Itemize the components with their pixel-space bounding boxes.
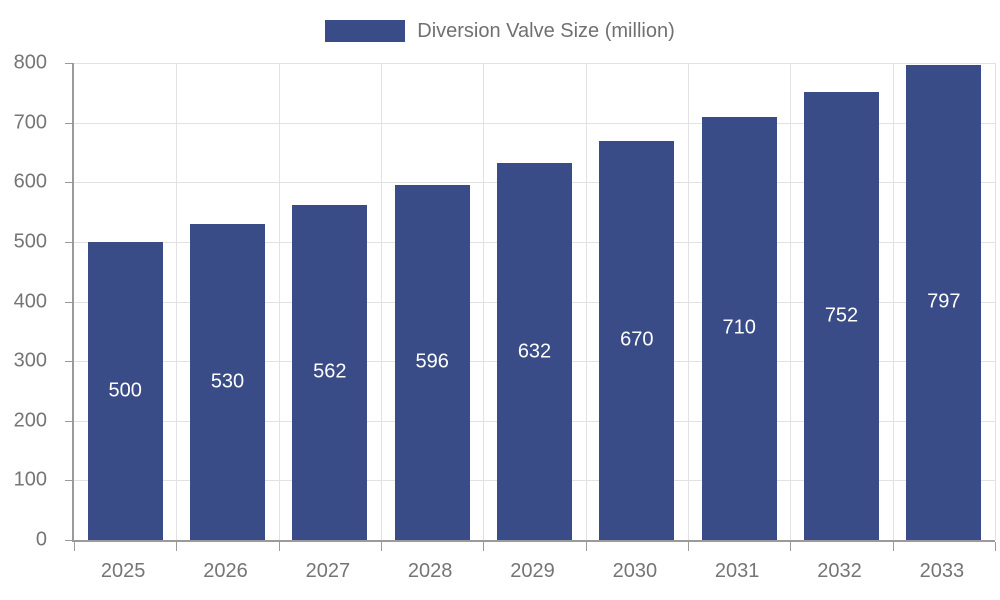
y-axis-tick-label: 400 — [13, 290, 47, 312]
vertical-gridline — [688, 63, 689, 540]
bar-2026 — [190, 224, 265, 540]
legend: Diversion Valve Size (million) — [0, 17, 1000, 45]
bar-2025 — [87, 241, 163, 540]
x-axis-tick — [483, 542, 485, 551]
y-axis-tick-label: 500 — [13, 230, 47, 253]
x-axis-tick-label: 2028 — [407, 560, 453, 582]
vertical-gridline — [176, 63, 178, 540]
y-axis-tick-label: 100 — [13, 468, 47, 491]
y-axis-tick-label: 700 — [13, 111, 47, 134]
x-axis-tick — [892, 542, 894, 551]
legend-swatch-icon — [325, 20, 406, 42]
x-axis-tick — [790, 542, 792, 551]
bar-2031 — [701, 116, 777, 540]
bar-2030 — [599, 140, 675, 540]
horizontal-gridline — [74, 63, 995, 64]
y-axis-tick — [65, 182, 72, 184]
x-axis-tick-label: 2031 — [714, 560, 760, 582]
y-axis-tick — [65, 480, 72, 482]
x-axis-tick-label: 2033 — [919, 560, 965, 582]
x-axis-tick — [995, 542, 996, 551]
bar-value-label: 596 — [415, 350, 449, 373]
x-axis-tick — [176, 542, 178, 551]
x-axis-tick-label: 2032 — [817, 560, 862, 582]
x-axis-tick-labels: 2025 2026 2027 2028 2029 2030 2031 2032 2033 — [72, 560, 993, 590]
vertical-gridline — [381, 63, 382, 540]
plot-area: 500 530 562 596 632 670 710 752 797 — [65, 63, 996, 551]
bar-value-label: 752 — [824, 304, 859, 327]
vertical-gridline — [790, 63, 792, 540]
x-axis-tick-label: 2029 — [510, 560, 555, 582]
bar-value-label: 797 — [927, 290, 961, 313]
bar-2033 — [906, 64, 982, 540]
bar-value-label: 632 — [517, 340, 552, 363]
y-axis-tick — [65, 361, 72, 363]
x-axis-tick — [688, 542, 689, 551]
x-axis-tick-label: 2026 — [203, 560, 248, 582]
bar-2032 — [804, 91, 879, 540]
vertical-gridline — [483, 63, 485, 540]
vertical-gridline — [585, 63, 587, 540]
y-axis-tick-label: 0 — [35, 528, 47, 551]
y-axis-tick-labels: 0 100 200 300 400 500 600 700 800 — [0, 52, 63, 551]
y-axis-tick — [65, 301, 72, 303]
vertical-gridline — [278, 63, 280, 540]
bar-value-label: 670 — [620, 328, 654, 351]
x-axis-tick — [278, 542, 280, 551]
bar-2027 — [292, 204, 368, 540]
bar-value-label: 500 — [108, 379, 142, 402]
x-axis-tick — [585, 542, 587, 551]
x-axis-tick — [74, 542, 75, 551]
bar-value-label: 562 — [313, 360, 347, 383]
x-axis-tick-label: 2030 — [612, 560, 658, 582]
y-axis-tick-label: 800 — [13, 51, 47, 74]
y-axis-tick-label: 600 — [13, 170, 47, 193]
vertical-gridline — [995, 63, 996, 540]
x-axis-tick-label: 2027 — [305, 560, 351, 582]
y-axis-tick — [65, 420, 72, 422]
y-axis-tick — [65, 122, 72, 124]
y-axis-tick — [65, 540, 72, 541]
y-axis-tick — [65, 241, 72, 243]
x-axis-tick-label: 2025 — [100, 560, 146, 582]
horizontal-gridline — [74, 122, 995, 124]
vertical-gridline — [892, 63, 894, 540]
bar-value-label: 530 — [210, 370, 245, 393]
x-axis-tick — [381, 542, 382, 551]
y-axis-tick-label: 300 — [13, 349, 47, 372]
bar-value-label: 710 — [722, 316, 756, 339]
legend-label: Diversion Valve Size (million) — [417, 19, 675, 42]
bar-2028 — [394, 184, 470, 540]
y-axis-tick — [65, 63, 72, 64]
y-axis-tick-label: 200 — [13, 409, 47, 432]
bar-2029 — [497, 163, 572, 540]
